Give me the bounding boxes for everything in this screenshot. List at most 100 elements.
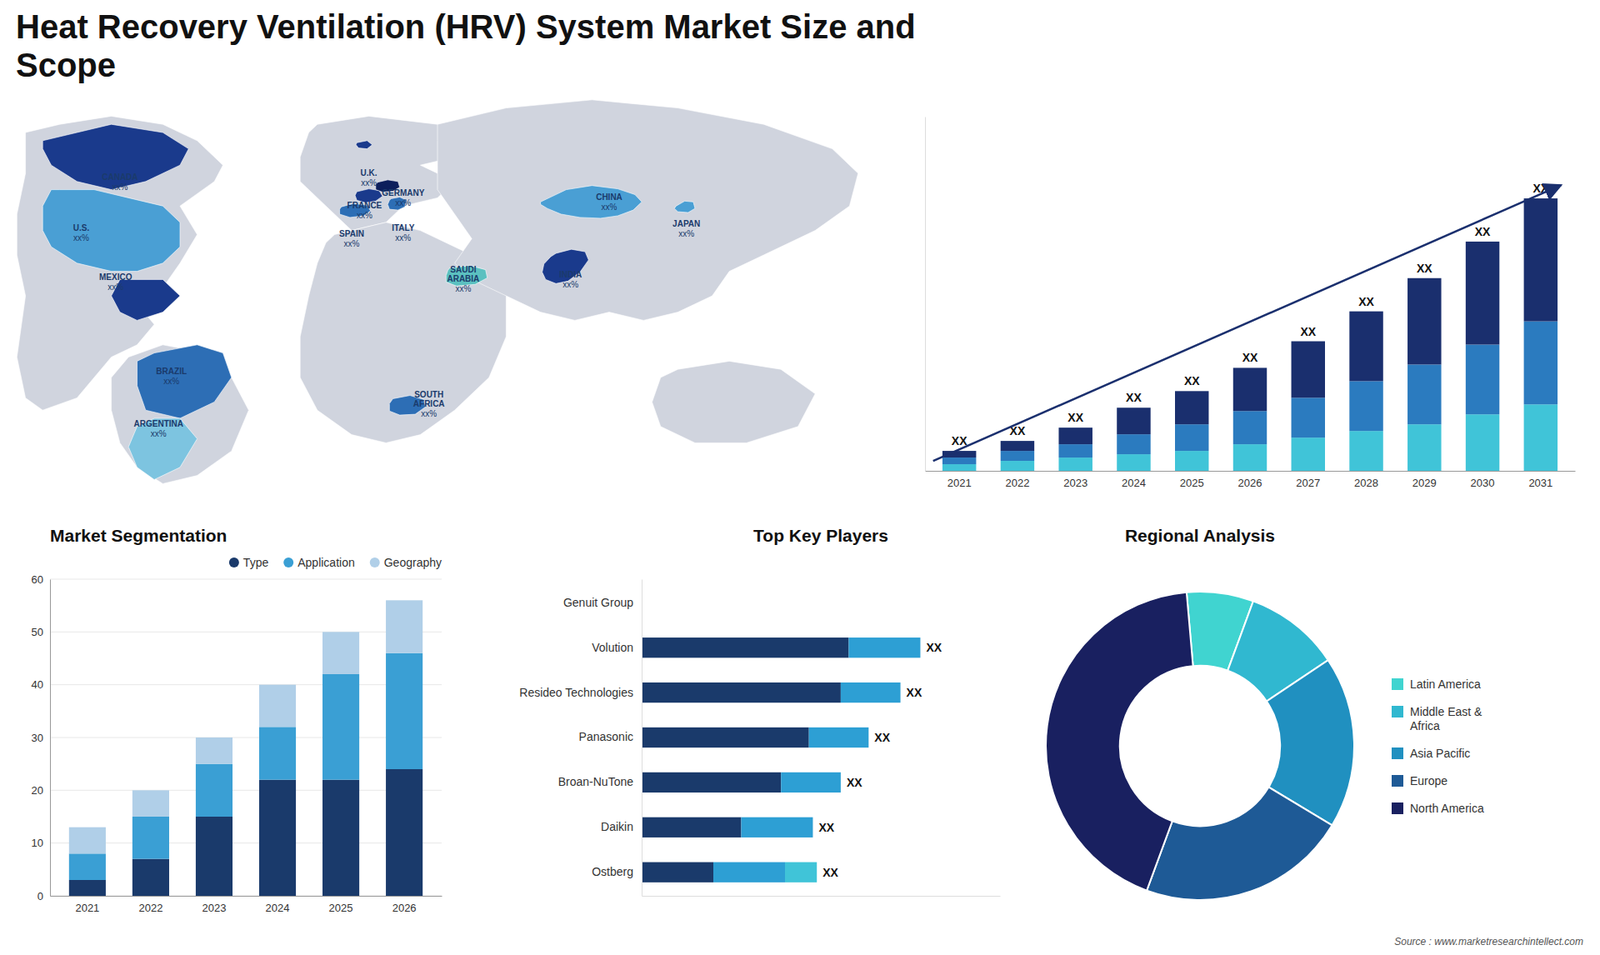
bar-chart: 2021202220232024202520262027202820292030… [925,117,1576,490]
map-label-value: xx% [678,229,695,239]
bar [920,637,921,658]
land-south-america [111,345,250,485]
legend-label: Asia Pacific [1410,746,1470,760]
bar [1058,457,1092,471]
data-label: XX [818,820,835,835]
bar [1524,198,1558,322]
land-uk [355,140,373,150]
data-label: XX [906,685,923,700]
tick-label: 2022 [138,901,163,915]
bars [641,637,920,883]
bar [1407,364,1441,425]
bar [1175,424,1209,451]
bar [69,827,106,855]
tick-label: 2028 [1354,476,1379,490]
text-line: Market Segmentation [50,525,227,545]
bar [322,674,360,780]
text-line: Heat Recovery Ventilation (HRV) System M… [15,8,916,45]
data-labels: XXXXXXXXXXXXXXXXXXXXXX [951,181,1550,448]
figure-title: Heat Recovery Ventilation (HRV) System M… [15,8,916,84]
tick-label: Volution [591,640,634,655]
tick-label: 2021 [75,901,100,915]
bars [942,198,1558,471]
bar [322,780,360,896]
tick: 2021 [947,470,972,490]
grid-line [50,842,442,844]
bar [1116,454,1150,471]
bar [1407,278,1441,365]
map-label-name: SOUTHAFRICA [413,390,445,409]
tick: 2029 [1412,470,1437,490]
text-line: Scope [15,46,116,84]
tick-label: 60 [31,573,44,586]
series [69,600,423,854]
slices [1045,591,1355,900]
data-labels: XXXXXXXXXXXX [818,640,942,880]
grid-line [50,631,442,633]
text-line: North America [1410,801,1485,815]
legend-label: Middle East &Africa [1410,705,1483,733]
legend-swatch [1391,747,1404,760]
map-label-name: CANADA [101,172,138,182]
chart-title: Regional Analysis [1125,525,1275,545]
tick: 2022 [138,895,163,915]
land-japan [674,200,695,213]
bar-chart: 2021202220232024202520260102030405060 [31,573,443,915]
tick: 2021 [75,895,100,915]
tick: 60 [31,573,50,586]
text-line: MEXICO [99,272,133,282]
bar [1465,344,1500,415]
legend-swatch [1391,678,1404,690]
data-label: XX [1300,325,1316,339]
tick: 50 [31,625,50,639]
text-line: ARABIA [446,274,480,284]
tick-label: 2026 [392,901,417,915]
legend: TypeApplicationGeography [229,555,442,570]
bar [195,737,233,765]
tick-label: Panasonic [579,730,634,744]
map-label-name: JAPAN [672,219,700,229]
map-label-name: U.K. [360,168,378,178]
axis-line [50,895,443,897]
tick-label: 2030 [1470,476,1495,490]
series [942,404,1558,471]
bar [1000,450,1035,461]
map-label-value: xx% [562,280,579,290]
tick-label: 2023 [202,901,227,915]
axis-line [50,580,51,897]
bar [1524,321,1558,405]
bar [848,637,920,658]
map-label-value: xx% [455,284,471,294]
legend-item: North America [1391,801,1485,815]
land-us [42,190,180,272]
bar [259,780,296,896]
data-label: XX [1067,410,1084,425]
data-label: XX [1416,261,1433,275]
tick: 0 [37,890,50,903]
text-line: FRANCE [347,200,383,210]
tick: Ostberg [591,865,642,879]
map-label-name: CHINA [595,192,623,202]
text-line: BRAZIL [155,366,187,376]
bar [1349,311,1383,382]
text-line: Asia Pacific [1410,746,1470,760]
chart-title: Market Segmentation [50,525,227,545]
bar [641,637,849,658]
tick-label: 0 [37,890,44,903]
text-line: SPAIN [339,229,365,239]
legend-marker [229,557,240,568]
tick-label: Broan-NuTone [558,775,634,789]
bar [385,769,423,896]
bar [1349,430,1383,471]
tick-label: 2027 [1295,476,1320,490]
data-label: XX [1475,225,1491,239]
legend-item: Asia Pacific [1391,746,1470,760]
map-label-value: xx% [601,202,618,212]
chart-title: Top Key Players [753,525,889,545]
data-label: XX [846,775,863,790]
x-axis: 2021202220232024202520262027202820292030… [925,470,1576,490]
text-line: Europe [1410,774,1448,788]
bar [840,772,841,793]
grid-line [50,790,442,791]
tick: 2030 [1470,470,1495,490]
